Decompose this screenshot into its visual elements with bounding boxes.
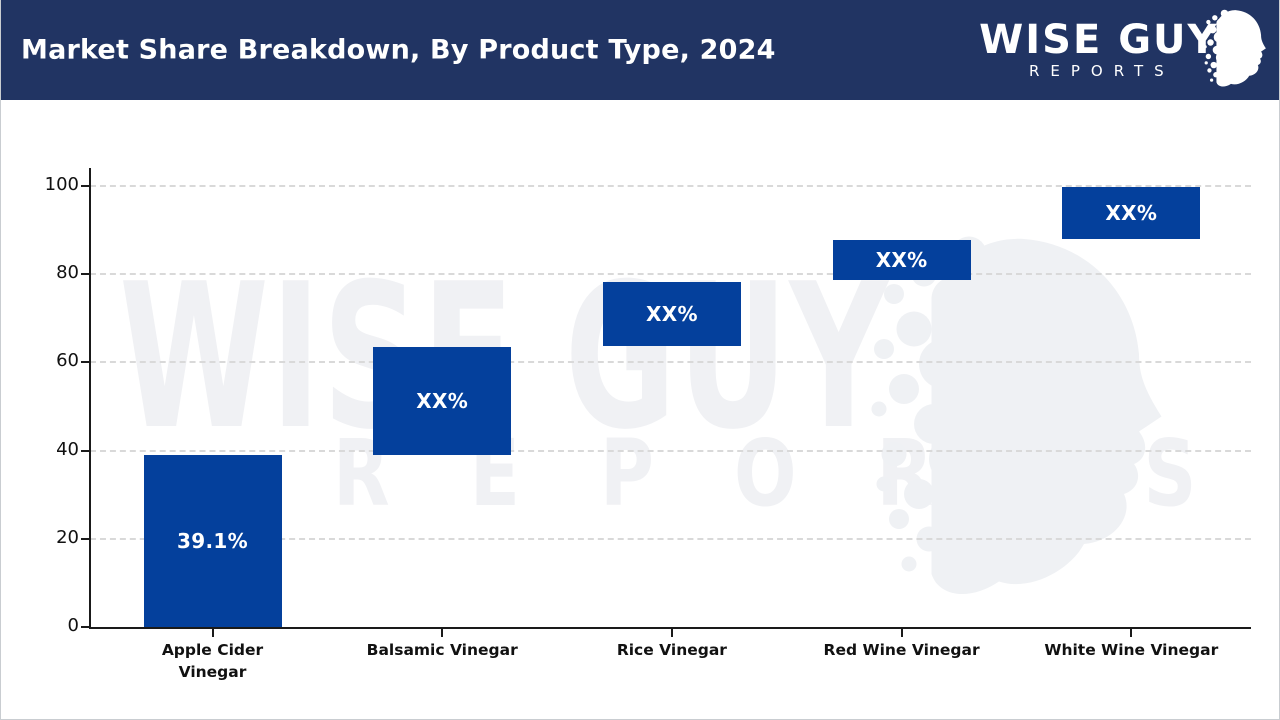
watermark-head-silhouette-icon <box>871 236 1162 595</box>
gridline <box>90 361 1251 364</box>
bar-apple-cider-vinegar: 39.1% <box>143 454 282 627</box>
x-axis-tick <box>670 629 673 637</box>
gridline <box>90 273 1251 276</box>
x-axis-tick <box>900 629 903 637</box>
logo-wiseguy-text: WISE GUY <box>979 17 1219 63</box>
y-tick-label: 60 <box>56 350 79 372</box>
x-axis-line <box>89 627 1251 629</box>
y-axis-tick <box>81 361 90 364</box>
bar-value-label: 39.1% <box>177 528 248 553</box>
gridline <box>90 449 1251 452</box>
y-tick-label: 40 <box>56 438 79 460</box>
category-label: Rice Vinegar <box>616 641 727 659</box>
x-axis-tick <box>441 629 444 637</box>
header-bar: Market Share Breakdown, By Product Type,… <box>1 0 1279 100</box>
y-tick-label: 80 <box>56 262 79 284</box>
bar-value-label: XX% <box>416 388 469 413</box>
logo-reports-text: REPORTS <box>1028 62 1175 80</box>
logo-text: WISE GUY REPORTS <box>979 20 1218 80</box>
bar-value-label: XX% <box>1105 200 1158 225</box>
x-axis-tick <box>1130 629 1133 637</box>
bar-rice-vinegar: XX% <box>602 282 741 347</box>
bar-red-wine-vinegar: XX% <box>832 239 971 281</box>
category-label: Balsamic Vinegar <box>366 641 518 659</box>
y-tick-label: 100 <box>44 174 79 195</box>
category-label: Apple Cider Vinegar <box>161 641 264 681</box>
bar-value-label: XX% <box>875 248 928 273</box>
wise-guy-reports-logo: WISE GUY REPORTS <box>979 0 1267 100</box>
y-axis-tick <box>81 626 90 628</box>
bar-white-wine-vinegar: XX% <box>1062 186 1201 239</box>
page-title: Market Share Breakdown, By Product Type,… <box>21 34 776 66</box>
y-tick-label: 20 <box>56 526 79 548</box>
gridline <box>90 185 1251 187</box>
gridline <box>90 537 1251 540</box>
y-axis-tick <box>81 537 90 540</box>
y-axis-tick <box>81 273 90 276</box>
bar-balsamic-vinegar: XX% <box>373 346 512 455</box>
logo-head-silhouette-icon <box>1203 9 1266 87</box>
category-label: White Wine Vinegar <box>1044 641 1219 659</box>
category-label: Red Wine Vinegar <box>823 641 980 659</box>
y-axis-tick <box>81 449 90 452</box>
y-tick-label: 0 <box>67 615 79 636</box>
x-axis-tick <box>211 629 214 637</box>
y-axis-tick <box>81 185 90 187</box>
bar-value-label: XX% <box>646 302 698 327</box>
y-axis-line <box>89 168 91 629</box>
